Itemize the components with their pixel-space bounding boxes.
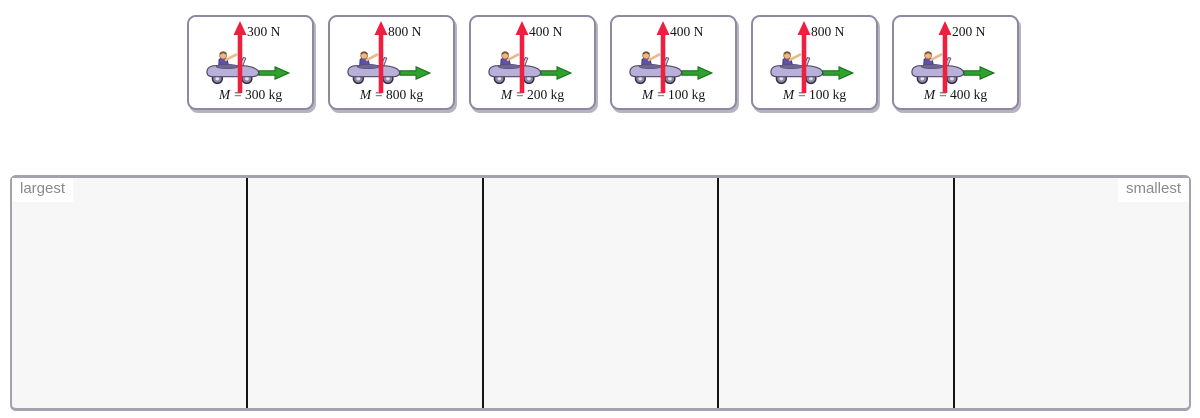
- item-card-2[interactable]: 800 N M = 800 kg: [328, 15, 455, 110]
- answer-bank: 300 N M = 300 kg 800 N M = 800 kg 400 N M =…: [187, 15, 1019, 110]
- velocity-arrow-icon: [822, 66, 855, 80]
- item-card-6[interactable]: 200 N M = 400 kg: [892, 15, 1019, 110]
- force-label: 400 N: [529, 24, 563, 39]
- force-label: 800 N: [388, 24, 422, 39]
- largest-label: largest: [12, 178, 74, 202]
- mass-label: M = 100 kg: [782, 87, 847, 102]
- item-card-3[interactable]: 400 N M = 200 kg: [469, 15, 596, 110]
- mass-label: M = 100 kg: [641, 87, 706, 102]
- velocity-arrow-icon: [399, 66, 432, 80]
- rank-slot-3[interactable]: [481, 178, 718, 408]
- velocity-arrow-icon: [681, 66, 714, 80]
- item-card-5[interactable]: 800 N M = 100 kg: [751, 15, 878, 110]
- rank-slot-2[interactable]: [245, 178, 482, 408]
- mass-label: M = 200 kg: [500, 87, 565, 102]
- rank-slot-5[interactable]: smallest: [953, 178, 1189, 408]
- mass-label: M = 800 kg: [359, 87, 424, 102]
- velocity-arrow-icon: [258, 66, 291, 80]
- item-card-1[interactable]: 300 N M = 300 kg: [187, 15, 314, 110]
- upward-force-arrow-icon: [233, 21, 247, 93]
- item-card-4[interactable]: 400 N M = 100 kg: [610, 15, 737, 110]
- force-label: 200 N: [952, 24, 986, 39]
- mass-label: M = 400 kg: [923, 87, 988, 102]
- rank-slot-4[interactable]: [717, 178, 953, 408]
- upward-force-arrow-icon: [797, 21, 811, 93]
- velocity-arrow-icon: [540, 66, 573, 80]
- force-label: 400 N: [670, 24, 704, 39]
- mass-label: M = 300 kg: [218, 87, 283, 102]
- upward-force-arrow-icon: [374, 21, 388, 93]
- ranking-area: largest smallest: [10, 175, 1191, 411]
- upward-force-arrow-icon: [515, 21, 529, 93]
- rank-slot-1[interactable]: largest: [12, 178, 246, 408]
- force-label: 800 N: [811, 24, 845, 39]
- upward-force-arrow-icon: [656, 21, 670, 93]
- velocity-arrow-icon: [963, 66, 996, 80]
- force-label: 300 N: [247, 24, 281, 39]
- upward-force-arrow-icon: [938, 21, 952, 93]
- smallest-label: smallest: [1117, 178, 1189, 202]
